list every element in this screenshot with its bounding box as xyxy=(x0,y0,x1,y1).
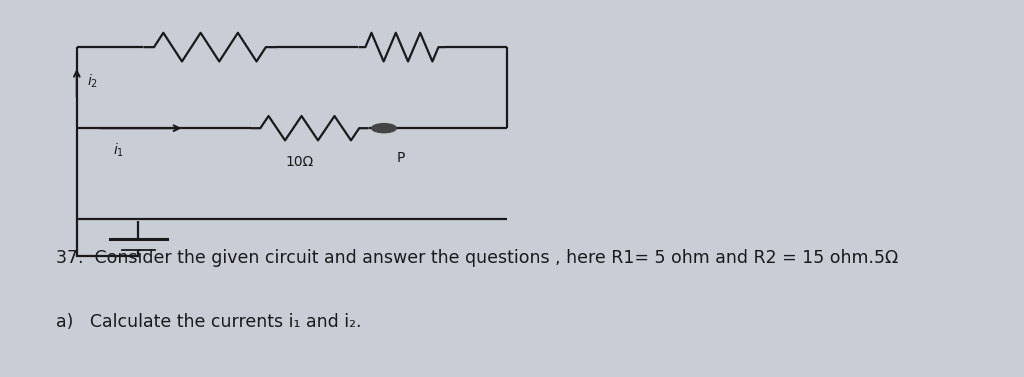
Text: $i_1$: $i_1$ xyxy=(113,142,124,159)
Circle shape xyxy=(372,124,396,133)
Text: P: P xyxy=(396,151,404,165)
Text: 37.  Consider the given circuit and answer the questions , here R1= 5 ohm and R2: 37. Consider the given circuit and answe… xyxy=(56,249,899,267)
Text: 10Ω: 10Ω xyxy=(286,155,313,169)
Text: a)   Calculate the currents i₁ and i₂.: a) Calculate the currents i₁ and i₂. xyxy=(56,313,361,331)
Text: $i_2$: $i_2$ xyxy=(87,72,98,90)
